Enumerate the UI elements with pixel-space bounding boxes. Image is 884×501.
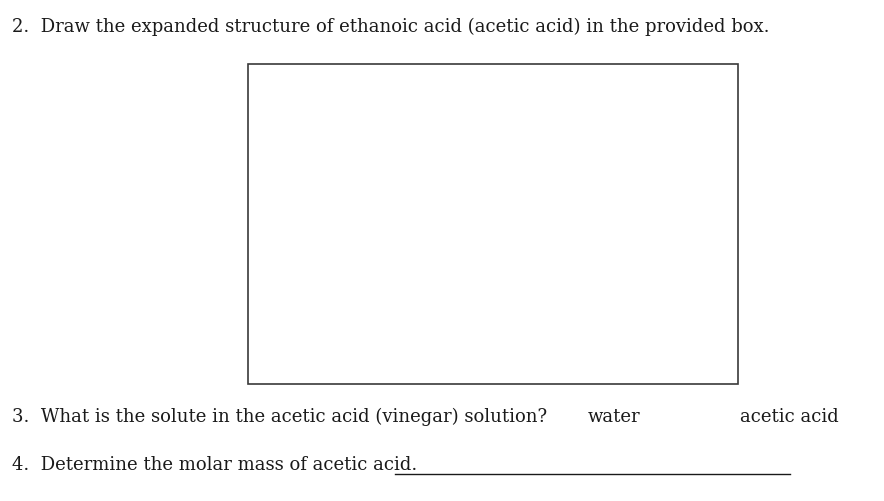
Text: 3.  What is the solute in the acetic acid (vinegar) solution?: 3. What is the solute in the acetic acid… bbox=[12, 407, 547, 425]
Text: 4.  Determine the molar mass of acetic acid.: 4. Determine the molar mass of acetic ac… bbox=[12, 455, 417, 473]
Text: acetic acid: acetic acid bbox=[740, 407, 839, 425]
Bar bbox=[248, 65, 738, 384]
Text: 2.  Draw the expanded structure of ethanoic acid (acetic acid) in the provided b: 2. Draw the expanded structure of ethano… bbox=[12, 18, 769, 36]
Text: water: water bbox=[588, 407, 641, 425]
